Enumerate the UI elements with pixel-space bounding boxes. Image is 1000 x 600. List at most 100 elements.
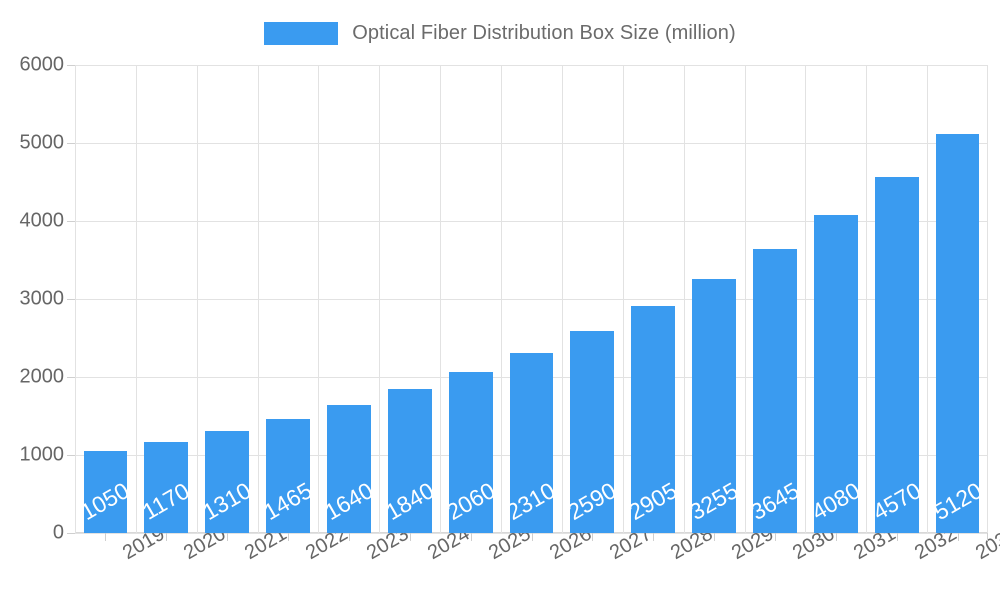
bar[interactable]: 3255 <box>685 279 743 533</box>
x-tick-mark <box>775 533 776 541</box>
x-tick-mark <box>897 533 898 541</box>
bar[interactable]: 1170 <box>138 441 194 533</box>
x-tick-mark <box>288 533 289 541</box>
bar[interactable]: 1640 <box>320 405 377 533</box>
y-gridline <box>75 299 988 300</box>
x-axis-tick-label: 2024 <box>424 522 474 565</box>
bar[interactable]: 1050 <box>77 451 134 533</box>
x-gridline <box>440 65 441 533</box>
x-gridline <box>745 65 746 533</box>
bar[interactable]: 1310 <box>198 430 256 533</box>
x-axis-tick-label: 2033 <box>972 522 1000 565</box>
x-gridline <box>623 65 624 533</box>
bar-value-label: 1465 <box>259 477 317 526</box>
y-axis-tick-label: 4000 <box>19 209 65 232</box>
x-axis-tick-label: 2025 <box>485 522 535 565</box>
x-tick-mark <box>410 533 411 541</box>
bar[interactable]: 3645 <box>746 248 803 533</box>
bar[interactable]: 1840 <box>381 389 438 533</box>
bar-value-label: 2060 <box>441 477 500 526</box>
bar-value-label: 5120 <box>928 477 986 526</box>
x-tick-mark <box>227 533 228 541</box>
y-axis-tick-label: 6000 <box>19 53 65 76</box>
bar-value-label: 3255 <box>685 477 743 526</box>
bar[interactable]: 4080 <box>807 214 864 533</box>
y-tick-mark <box>67 299 75 300</box>
y-axis-tick-label: 1000 <box>19 443 65 466</box>
y-tick-mark <box>67 221 75 222</box>
x-gridline <box>379 65 380 533</box>
bar[interactable]: 4570 <box>868 176 925 533</box>
bar[interactable]: 2310 <box>503 352 560 533</box>
x-tick-mark <box>987 533 988 541</box>
x-tick-mark <box>532 533 533 541</box>
x-axis-tick-label: 2023 <box>363 522 413 565</box>
y-gridline <box>75 221 988 222</box>
bar-value-label: 1170 <box>138 477 194 525</box>
y-gridline <box>75 65 988 66</box>
x-axis-tick-label: 2031 <box>850 522 900 565</box>
y-tick-mark <box>67 377 75 378</box>
x-gridline <box>501 65 502 533</box>
bar-value-label: 1310 <box>198 477 256 526</box>
y-tick-mark <box>67 65 75 66</box>
x-gridline <box>75 65 76 533</box>
bar-value-label: 3645 <box>746 477 804 526</box>
x-tick-mark <box>471 533 472 541</box>
x-axis-tick-label: 2026 <box>546 522 596 565</box>
x-gridline <box>136 65 137 533</box>
x-tick-mark <box>166 533 167 541</box>
x-gridline <box>258 65 259 533</box>
y-axis-tick-label: 2000 <box>19 365 65 388</box>
x-axis-tick-label: 2029 <box>728 522 778 565</box>
x-axis-tick-label: 2022 <box>302 522 352 565</box>
bar-value-label: 4570 <box>867 477 926 526</box>
bar-value-label: 2905 <box>624 477 682 526</box>
x-gridline <box>197 65 198 533</box>
bar-value-label: 2590 <box>563 477 621 526</box>
y-tick-mark <box>67 533 75 534</box>
plot-area: 0 1000 2000 3000 4000 5000 6000 2019 1050 2020 117… <box>20 54 1000 565</box>
x-tick-mark <box>592 533 593 541</box>
bar-value-label: 2310 <box>502 477 560 526</box>
y-tick-mark <box>67 455 75 456</box>
x-gridline <box>866 65 867 533</box>
legend-label-series-1[interactable]: Optical Fiber Distribution Box Size (mil… <box>352 21 736 44</box>
x-tick-mark <box>349 533 350 541</box>
y-tick-mark <box>67 143 75 144</box>
x-axis-tick-label: 2028 <box>667 522 717 565</box>
x-gridline <box>805 65 806 533</box>
bar[interactable]: 1465 <box>259 418 316 533</box>
x-axis-tick-label: 2030 <box>789 522 839 565</box>
x-gridline <box>987 65 988 533</box>
x-tick-mark <box>653 533 654 541</box>
bar[interactable]: 5120 <box>929 133 986 533</box>
x-gridline <box>684 65 685 533</box>
x-gridline <box>318 65 319 533</box>
x-gridline <box>562 65 563 533</box>
x-axis-tick-label: 2021 <box>241 522 291 565</box>
y-axis-tick-label: 5000 <box>19 131 65 154</box>
bar[interactable]: 2905 <box>624 306 682 533</box>
x-gridline <box>927 65 928 533</box>
x-axis-tick-label: 2019 <box>119 522 169 565</box>
bar-value-label: 4080 <box>806 477 865 526</box>
y-axis-tick-label: 3000 <box>19 287 65 310</box>
x-tick-mark <box>958 533 959 541</box>
y-gridline <box>75 533 988 534</box>
y-gridline <box>75 143 988 144</box>
bar-value-label: 1840 <box>380 477 439 526</box>
y-axis-tick-label: 0 <box>52 521 64 544</box>
bar-value-label: 1050 <box>76 477 134 526</box>
x-axis-tick-label: 2020 <box>180 522 230 565</box>
bar[interactable]: 2590 <box>563 330 621 533</box>
chart-legend: Optical Fiber Distribution Box Size (mil… <box>0 14 1000 52</box>
x-tick-mark <box>105 533 106 541</box>
legend-swatch-series-1[interactable] <box>264 21 339 45</box>
bar-value-label: 1640 <box>319 477 378 526</box>
x-tick-mark <box>714 533 715 541</box>
x-axis-tick-label: 2027 <box>606 522 656 565</box>
bar[interactable]: 2060 <box>442 372 499 533</box>
x-axis-tick-label: 2032 <box>911 522 961 565</box>
